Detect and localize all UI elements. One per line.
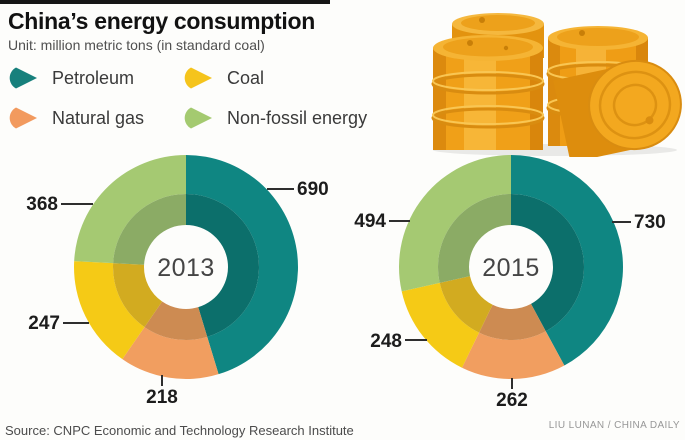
- callout-line: [612, 221, 631, 223]
- segment-outer-petroleum: [186, 155, 299, 375]
- page-title: China’s energy consumption: [8, 8, 316, 34]
- segment-inner-petroleum: [511, 194, 584, 332]
- segment-outer-natural-gas: [122, 327, 219, 379]
- segment-inner-non-fossil-energy: [113, 194, 186, 265]
- segment-inner-non-fossil-energy: [438, 194, 511, 283]
- non-fossil-swatch-icon: [184, 107, 212, 129]
- value-label-natural-gas-2013: 218: [146, 387, 178, 408]
- value-label-natural-gas-2015: 262: [496, 390, 528, 411]
- segment-inner-natural-gas: [144, 301, 208, 340]
- value-label-petroleum-2015: 730: [634, 212, 666, 233]
- segment-inner-natural-gas: [479, 303, 546, 340]
- legend-label-coal: Coal: [227, 67, 265, 88]
- legend-label-natural-gas: Natural gas: [52, 107, 145, 128]
- callout-line: [389, 220, 410, 222]
- segment-outer-coal: [401, 282, 480, 368]
- value-label-coal-2013: 247: [28, 313, 60, 334]
- petroleum-swatch-icon: [9, 67, 37, 89]
- legend-label-non-fossil: Non-fossil energy: [227, 107, 368, 128]
- oil-barrels-illustration: [431, 13, 682, 157]
- barrel-lying: [553, 59, 682, 157]
- legend-item-natural-gas: Natural gas: [8, 104, 144, 132]
- top-accent-bar: [0, 0, 330, 4]
- callout-line: [63, 322, 89, 324]
- callout-line: [405, 339, 427, 341]
- segment-outer-non-fossil-energy: [74, 155, 186, 264]
- segment-inner-petroleum: [186, 194, 260, 337]
- callout-line: [511, 378, 513, 389]
- source-note: Source: CNPC Economic and Technology Res…: [5, 423, 354, 438]
- value-label-coal-2015: 248: [370, 331, 402, 352]
- segment-outer-natural-gas: [461, 331, 565, 379]
- donut-chart-2015: [399, 155, 624, 379]
- segment-outer-coal: [74, 261, 145, 360]
- segment-inner-coal: [439, 276, 493, 333]
- coal-swatch-icon: [184, 67, 212, 89]
- segment-outer-petroleum: [511, 155, 624, 366]
- segment-outer-non-fossil-energy: [399, 155, 511, 292]
- value-label-non-fossil-2013: 368: [26, 194, 58, 215]
- legend-item-non-fossil: Non-fossil energy: [183, 104, 367, 132]
- callout-line: [267, 188, 294, 190]
- credit-line: LIU LUNAN / CHINA DAILY: [548, 420, 680, 431]
- segment-inner-coal: [113, 263, 163, 328]
- legend-item-petroleum: Petroleum: [8, 64, 134, 92]
- donut-chart-2013: [74, 155, 299, 379]
- natural-gas-swatch-icon: [9, 107, 37, 129]
- value-label-non-fossil-2015: 494: [354, 211, 386, 232]
- legend-item-coal: Coal: [183, 64, 264, 92]
- callout-line: [61, 203, 93, 205]
- value-label-petroleum-2013: 690: [297, 179, 329, 200]
- donut-center-year-2013: 2013: [157, 254, 215, 282]
- legend-label-petroleum: Petroleum: [52, 67, 135, 88]
- barrel-front: [431, 35, 545, 150]
- donut-center-year-2015: 2015: [482, 254, 540, 282]
- callout-line: [161, 375, 163, 386]
- unit-note: Unit: million metric tons (in standard c…: [8, 37, 265, 53]
